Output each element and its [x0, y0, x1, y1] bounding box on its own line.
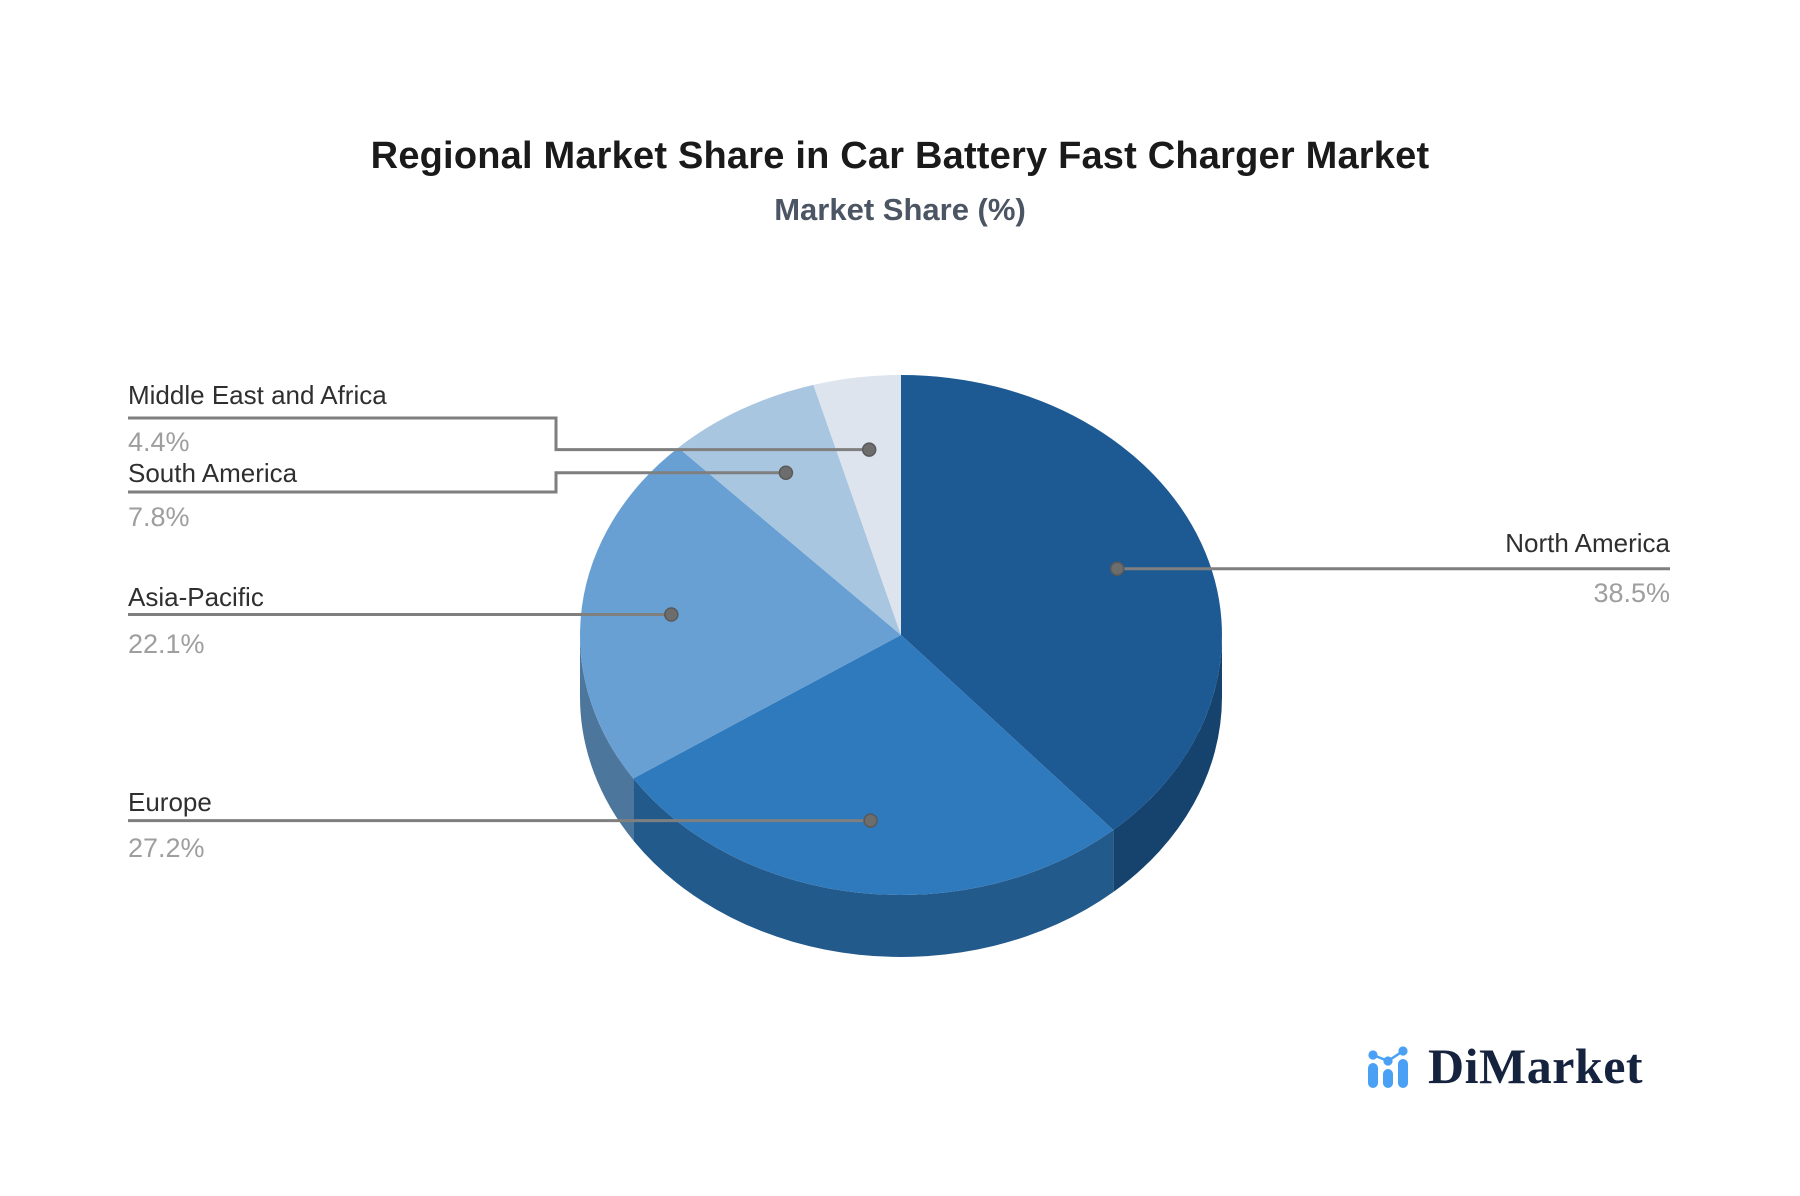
value-europe: 27.2%: [128, 833, 205, 863]
leader-dot-south-america: [778, 465, 794, 480]
value-north-america: 38.5%: [1593, 578, 1670, 608]
dimarket-logo: DiMarket: [1367, 1038, 1644, 1094]
chart-title: Regional Market Share in Car Battery Fas…: [370, 135, 1430, 177]
leader-dot-middle-east-and-africa: [861, 442, 877, 457]
leader-line-south-america: [128, 471, 786, 494]
value-asia-pacific: 22.1%: [128, 629, 205, 659]
pie-slice-south-america[interactable]: [678, 384, 901, 635]
pie-slice-asia-pacific[interactable]: [580, 447, 901, 779]
pie-slice-side-north-america: [1113, 635, 1222, 892]
pie-slice-north-america[interactable]: [901, 375, 1222, 830]
value-middle-east-and-africa: 4.4%: [128, 427, 190, 457]
value-south-america: 7.8%: [128, 502, 190, 532]
label-south-america: South America: [128, 458, 298, 488]
dimarket-logo-text: DiMarket: [1428, 1038, 1644, 1094]
label-asia-pacific: Asia-Pacific: [128, 582, 264, 612]
pie-slice-side-asia-pacific: [580, 635, 634, 841]
label-north-america: North America: [1505, 528, 1670, 558]
leader-dot-north-america: [1109, 561, 1125, 577]
pie-slice-side-europe: [633, 778, 1114, 957]
leader-dot-asia-pacific: [664, 607, 679, 622]
leader-dot-europe: [863, 813, 878, 828]
bar-chart-logo-icon: [1368, 1046, 1408, 1088]
chart-subtitle: Market Share (%): [774, 192, 1026, 227]
label-europe: Europe: [128, 787, 212, 817]
label-middle-east-and-africa: Middle East and Africa: [128, 380, 387, 410]
pie-slice-middle-east-and-africa[interactable]: [813, 375, 901, 635]
leader-line-middle-east-and-africa: [128, 416, 870, 452]
pie-slice-europe[interactable]: [633, 635, 1114, 895]
